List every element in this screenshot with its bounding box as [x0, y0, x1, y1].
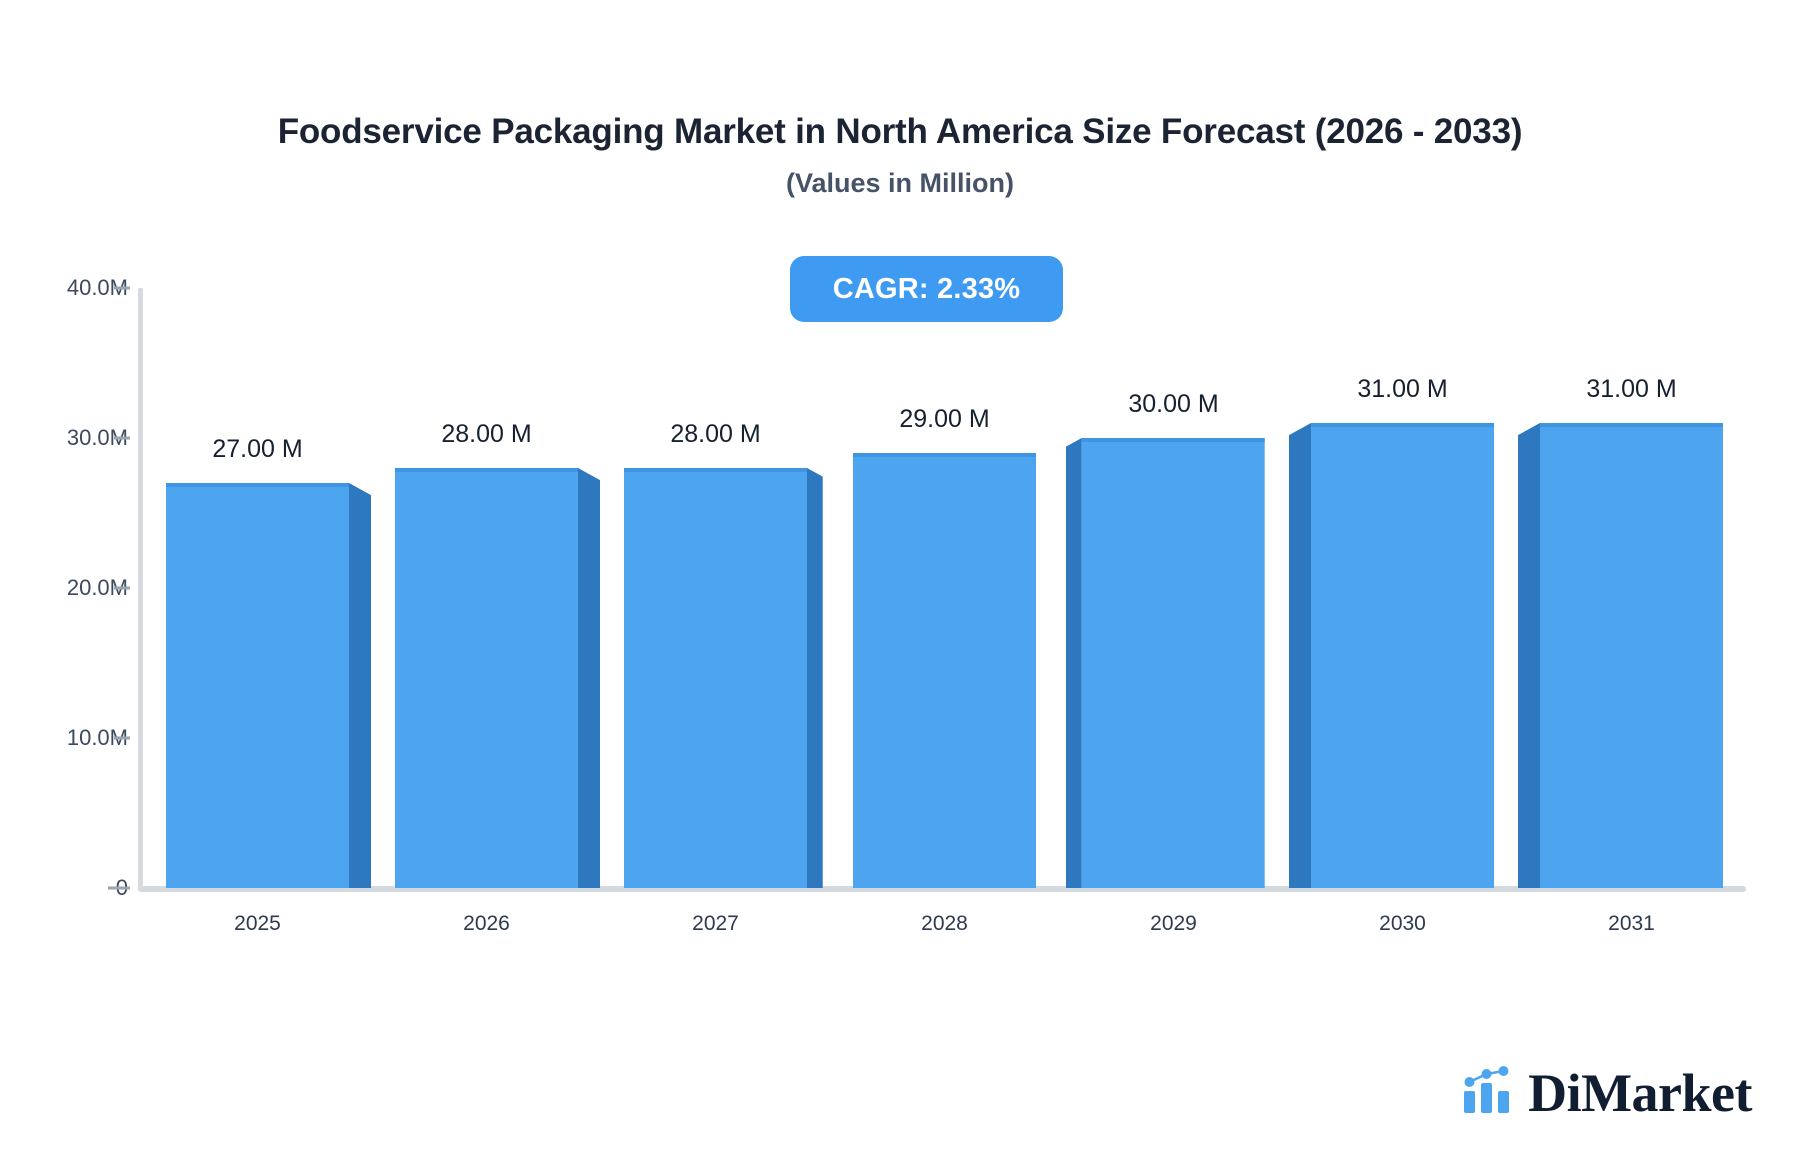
bar-side-face — [578, 468, 600, 888]
cagr-badge: CAGR: 2.33% — [790, 256, 1063, 322]
x-axis-label: 2031 — [1608, 912, 1655, 935]
bar-2026[interactable] — [395, 438, 604, 888]
bar-top-edge — [853, 453, 1036, 457]
bar-top-edge — [1311, 423, 1494, 427]
bar-top-edge — [1540, 423, 1723, 427]
bar-value-label: 31.00 M — [1586, 375, 1677, 403]
x-axis-label: 2025 — [234, 912, 281, 935]
bar-front-face — [624, 468, 807, 888]
chart-subtitle: (Values in Million) — [785, 168, 1015, 198]
x-axis-label: 2027 — [692, 912, 739, 935]
y-axis-tick-mark — [114, 586, 130, 590]
bar-2028[interactable] — [853, 423, 1062, 888]
bar-value-label: 29.00 M — [899, 405, 990, 433]
brand-logo: DiMarket — [1462, 1065, 1752, 1120]
y-axis-line — [138, 288, 143, 890]
bar-2025[interactable] — [166, 453, 375, 888]
bar-front-face — [1311, 423, 1494, 888]
x-axis-label: 2026 — [463, 912, 510, 935]
bar-2027[interactable] — [624, 438, 833, 888]
x-axis-label: 2029 — [1150, 912, 1197, 935]
x-axis-label: 2030 — [1379, 912, 1426, 935]
bar-chart-dots-icon — [1462, 1065, 1514, 1120]
bar-value-label: 30.00 M — [1128, 390, 1219, 418]
bar-top-edge — [1081, 438, 1265, 442]
bar-front-face — [1081, 438, 1265, 888]
y-axis-tick-mark — [114, 436, 130, 440]
page-title: Foodservice Packaging Market in North Am… — [277, 112, 1523, 151]
bar-value-label: 31.00 M — [1357, 375, 1448, 403]
bar-side-face — [1066, 438, 1082, 888]
bar-value-label: 28.00 M — [670, 420, 761, 448]
bar-side-face — [1518, 423, 1540, 888]
cagr-badge-label: CAGR: 2.33% — [832, 272, 1021, 305]
bar-front-face — [395, 468, 578, 888]
bar-top-edge — [624, 468, 807, 472]
bar-top-edge — [395, 468, 578, 472]
bar-side-face — [349, 483, 371, 888]
y-axis-tick-mark — [114, 286, 130, 290]
bar-2030[interactable] — [1289, 393, 1498, 888]
bar-side-face — [1289, 423, 1311, 888]
bar-2029[interactable] — [1066, 408, 1275, 888]
x-axis-label: 2028 — [921, 912, 968, 935]
y-axis-tick-mark — [108, 886, 130, 890]
bar-value-label: 27.00 M — [212, 435, 303, 463]
y-axis-tick-mark — [114, 736, 130, 740]
bar-side-face — [807, 468, 823, 888]
bar-2031[interactable] — [1518, 393, 1727, 888]
bar-front-face — [853, 453, 1036, 888]
logo-wordmark: DiMarket — [1528, 1062, 1752, 1123]
bar-front-face — [166, 483, 349, 888]
bar-top-edge — [166, 483, 349, 487]
x-axis-line — [138, 886, 1746, 892]
bar-front-face — [1540, 423, 1723, 888]
bar-value-label: 28.00 M — [441, 420, 532, 448]
